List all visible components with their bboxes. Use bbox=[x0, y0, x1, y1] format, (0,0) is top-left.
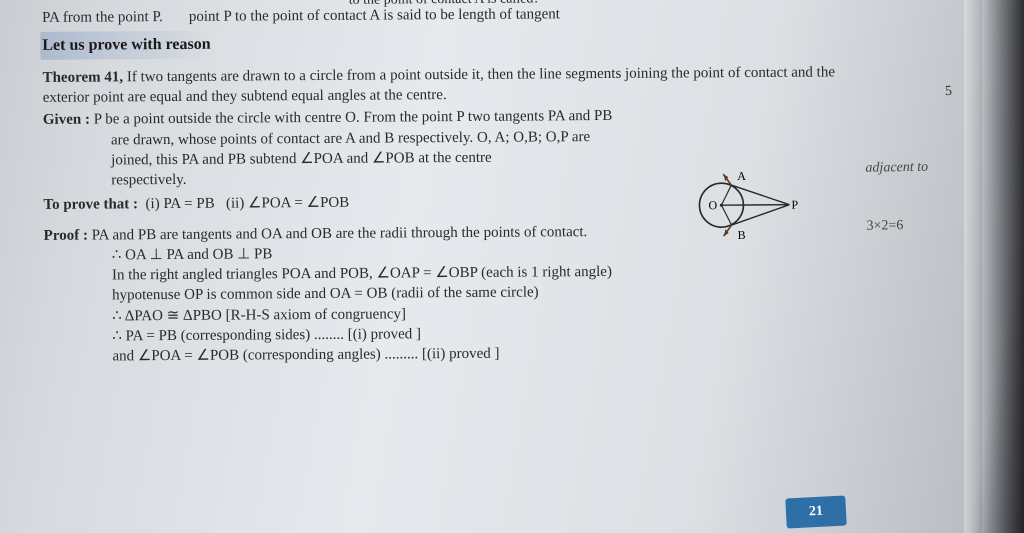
tangent-diagram: O A B P bbox=[691, 164, 802, 245]
margin-note-3x2: 3×2=6 bbox=[866, 217, 956, 235]
top-right-wrap: to the point of contact A is called? poi… bbox=[189, 2, 844, 27]
margin-annotations: adjacent to 3×2=6 bbox=[865, 159, 956, 235]
theorem-text: If two tangents are drawn to a circle fr… bbox=[43, 64, 835, 106]
line-oa bbox=[721, 185, 731, 205]
top-left-fragment: PA from the point P. bbox=[42, 7, 163, 28]
given-label: Given : bbox=[43, 112, 90, 128]
proof-l1: PA and PB are tangents and OA and OB are… bbox=[88, 224, 587, 243]
theorem-label: Theorem 41, bbox=[42, 69, 123, 86]
toprove-ii: (ii) ∠POA = ∠POB bbox=[226, 195, 349, 212]
top-right-pre: to the point of contact A is called? bbox=[349, 0, 540, 11]
textbook-page: PA from the point P. to the point of con… bbox=[28, 0, 862, 533]
toprove-i: (i) PA = PB bbox=[145, 196, 214, 212]
toprove-label: To prove that : bbox=[43, 197, 138, 214]
point-o-dot bbox=[720, 203, 723, 206]
line-pb bbox=[731, 204, 789, 224]
label-p: P bbox=[791, 197, 798, 211]
proof-label: Proof : bbox=[44, 227, 88, 243]
top-fragments: PA from the point P. to the point of con… bbox=[42, 2, 844, 28]
label-b: B bbox=[738, 228, 746, 242]
line-ob bbox=[721, 205, 731, 225]
label-o: O bbox=[708, 198, 717, 212]
right-shadow bbox=[980, 0, 1024, 533]
page-tab: 21 bbox=[785, 495, 846, 528]
label-a: A bbox=[737, 169, 746, 183]
section-heading: Let us prove with reason bbox=[40, 31, 229, 60]
side-digit: 5 bbox=[945, 84, 953, 100]
theorem-para: Theorem 41, If two tangents are drawn to… bbox=[42, 62, 844, 108]
diagram-svg: O A B P bbox=[691, 164, 802, 245]
given-line1: P be a point outside the circle with cen… bbox=[90, 108, 613, 128]
proof-block: O A B P Proof : PA and PB are tangents a… bbox=[44, 220, 847, 367]
margin-note-adjacent: adjacent to bbox=[865, 159, 955, 177]
proof-l7: and ∠POA = ∠POB (corresponding angles) .… bbox=[112, 341, 846, 366]
